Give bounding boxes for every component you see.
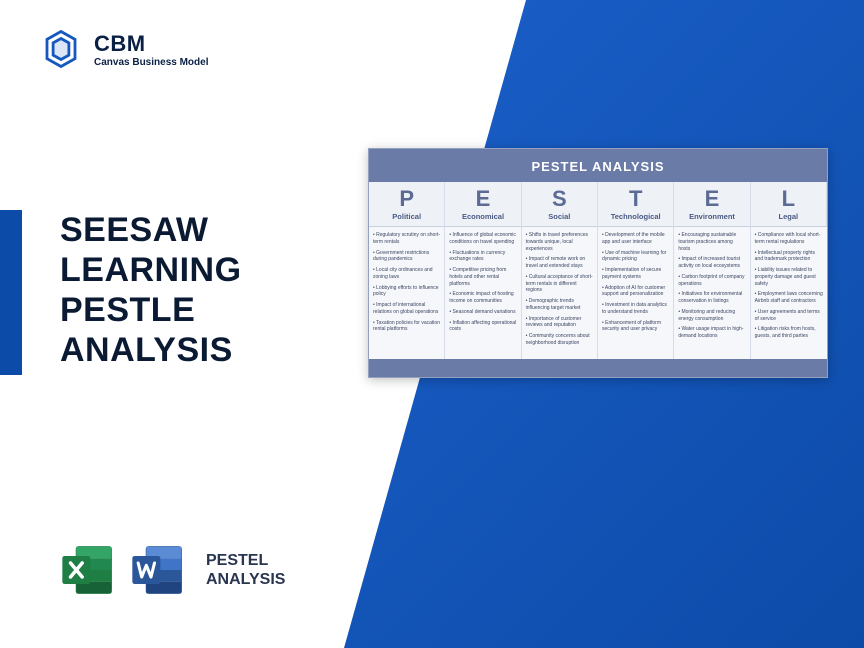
pestel-item: • Inflation affecting operational costs: [449, 320, 516, 334]
pestel-item: • Implementation of secure payment syste…: [602, 267, 669, 281]
pestel-card: PESTEL ANALYSIS PESTELPoliticalEconomica…: [368, 148, 828, 378]
pestel-column-name: Social: [522, 212, 598, 227]
pestel-item: • Development of the mobile app and user…: [602, 232, 669, 246]
pestel-column-body: • Development of the mobile app and user…: [598, 227, 674, 359]
headline-line: LEARNING: [60, 250, 242, 290]
pestel-letter: E: [674, 182, 750, 212]
pestel-item: • Local city ordinances and zoning laws: [373, 267, 440, 281]
pestel-item: • Impact of international relations on g…: [373, 302, 440, 316]
pestel-item: • Impact of remote work on travel and ex…: [526, 256, 593, 270]
headline-line: ANALYSIS: [60, 330, 242, 370]
pestel-column-name: Technological: [598, 212, 674, 227]
pestel-letter: L: [751, 182, 827, 212]
pestel-label-line: ANALYSIS: [206, 570, 285, 589]
pestel-column-body: • Influence of global economic condition…: [445, 227, 521, 359]
pestel-item: • Fluctuations in currency exchange rate…: [449, 250, 516, 264]
pestel-label: PESTEL ANALYSIS: [206, 551, 285, 589]
pestel-item: • Shifts in travel preferences towards u…: [526, 232, 593, 252]
pestel-item: • Government restrictions during pandemi…: [373, 250, 440, 264]
pestel-item: • Impact of increased tourist activity o…: [678, 256, 745, 270]
pestel-item: • Adoption of AI for customer support an…: [602, 285, 669, 299]
pestel-item: • Cultural acceptance of short-term rent…: [526, 274, 593, 294]
pestel-item: • Employment laws concerning Airbnb staf…: [755, 291, 823, 305]
headline-line: SEESAW: [60, 210, 242, 250]
excel-icon: [60, 542, 116, 598]
pestel-letter: T: [598, 182, 674, 212]
pestel-item: • User agreements and terms of service: [755, 309, 823, 323]
pestel-grid: PESTELPoliticalEconomicalSocialTechnolog…: [369, 182, 827, 359]
pestel-item: • Enhancement of platform security and u…: [602, 320, 669, 334]
pestel-card-title: PESTEL ANALYSIS: [369, 149, 827, 182]
pestel-item: • Competitive pricing from hotels and ot…: [449, 267, 516, 287]
word-icon: [130, 542, 186, 598]
pestel-letter: P: [369, 182, 445, 212]
accent-bar: [0, 210, 22, 375]
pestel-item: • Litigation risks from hosts, guests, a…: [755, 326, 823, 340]
pestel-letter: S: [522, 182, 598, 212]
pestel-label-line: PESTEL: [206, 551, 285, 570]
pestel-item: • Liability issues related to property d…: [755, 267, 823, 287]
pestel-item: • Influence of global economic condition…: [449, 232, 516, 246]
pestel-item: • Regulatory scrutiny on short-term rent…: [373, 232, 440, 246]
pestel-item: • Compliance with local short-term renta…: [755, 232, 823, 246]
headline-line: PESTLE: [60, 290, 242, 330]
pestel-column-name: Environment: [674, 212, 750, 227]
brand-logo: CBM Canvas Business Model: [40, 28, 208, 70]
pestel-item: • Monitoring and reducing energy consump…: [678, 309, 745, 323]
logo-title: CBM: [94, 31, 208, 57]
pestel-column-body: • Shifts in travel preferences towards u…: [522, 227, 598, 359]
pestel-item: • Importance of customer reviews and rep…: [526, 316, 593, 330]
pestel-column-body: • Encouraging sustainable tourism practi…: [674, 227, 750, 359]
pestel-item: • Carbon footprint of company operations: [678, 274, 745, 288]
pestel-column-body: • Compliance with local short-term renta…: [751, 227, 827, 359]
cbm-logo-icon: [40, 28, 82, 70]
pestel-item: • Intellectual property rights and trade…: [755, 250, 823, 264]
pestel-letter: E: [445, 182, 521, 212]
pestel-item: • Initiatives for environmental conserva…: [678, 291, 745, 305]
pestel-item: • Water usage impact in high-demand loca…: [678, 326, 745, 340]
pestel-item: • Demographic trends influencing target …: [526, 298, 593, 312]
pestel-column-name: Legal: [751, 212, 827, 227]
pestel-item: • Economic impact of hosting income on c…: [449, 291, 516, 305]
pestel-column-name: Economical: [445, 212, 521, 227]
pestel-item: • Community concerns about neighborhood …: [526, 333, 593, 347]
pestel-item: • Use of machine learning for dynamic pr…: [602, 250, 669, 264]
pestel-column-name: Political: [369, 212, 445, 227]
pestel-item: • Taxation policies for vacation rental …: [373, 320, 440, 334]
pestel-column-body: • Regulatory scrutiny on short-term rent…: [369, 227, 445, 359]
page-title: SEESAW LEARNING PESTLE ANALYSIS: [60, 210, 242, 370]
pestel-item: • Lobbying efforts to influence policy: [373, 285, 440, 299]
pestel-card-footer: [369, 359, 827, 377]
pestel-item: • Seasonal demand variations: [449, 309, 516, 316]
pestel-item: • Encouraging sustainable tourism practi…: [678, 232, 745, 252]
pestel-item: • Investment in data analytics to unders…: [602, 302, 669, 316]
format-icons: PESTEL ANALYSIS: [60, 542, 285, 598]
logo-subtitle: Canvas Business Model: [94, 57, 208, 68]
